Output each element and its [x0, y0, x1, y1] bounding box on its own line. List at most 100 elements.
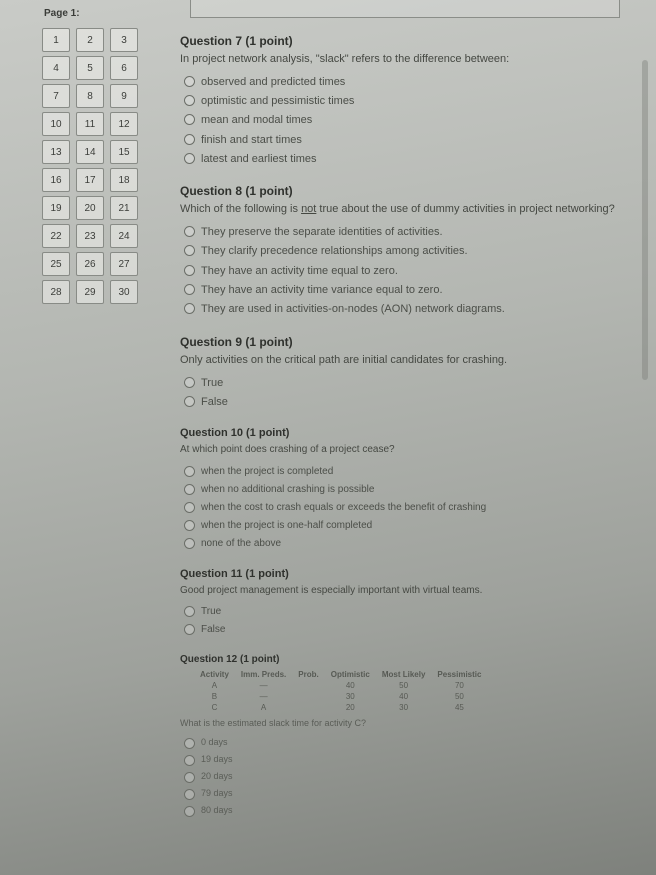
nav-cell-1[interactable]: 1: [42, 28, 70, 52]
nav-cell-15[interactable]: 15: [110, 140, 138, 164]
q8-option-0[interactable]: They preserve the separate identities of…: [184, 225, 620, 239]
q8-option-label-3: They have an activity time variance equa…: [201, 283, 443, 297]
nav-cell-12[interactable]: 12: [110, 112, 138, 136]
radio-icon: [184, 76, 195, 87]
q12-option-1[interactable]: 19 days: [184, 754, 620, 766]
q10-option-2[interactable]: when the cost to crash equals or exceeds…: [184, 501, 620, 514]
radio-icon: [184, 738, 195, 749]
q12-th: Activity: [194, 669, 235, 680]
q12-option-3[interactable]: 79 days: [184, 788, 620, 800]
q7-option-label-3: finish and start times: [201, 133, 302, 147]
nav-cell-16[interactable]: 16: [42, 168, 70, 192]
q9-prompt: Only activities on the critical path are…: [180, 353, 620, 368]
q11-option-label-0: True: [201, 605, 221, 618]
q10-option-4[interactable]: none of the above: [184, 537, 620, 550]
q10-option-0[interactable]: when the project is completed: [184, 465, 620, 478]
q8-post: true about the use of dummy activities i…: [316, 203, 614, 215]
nav-cell-17[interactable]: 17: [76, 168, 104, 192]
nav-cell-30[interactable]: 30: [110, 280, 138, 304]
radio-icon: [184, 806, 195, 817]
top-input[interactable]: [190, 0, 620, 18]
q7-option-4[interactable]: latest and earliest times: [184, 152, 620, 166]
nav-cell-29[interactable]: 29: [76, 280, 104, 304]
nav-cell-11[interactable]: 11: [76, 112, 104, 136]
nav-cell-6[interactable]: 6: [110, 56, 138, 80]
q12-th: Prob.: [292, 669, 324, 680]
q10-option-label-4: none of the above: [201, 537, 281, 550]
radio-icon: [184, 538, 195, 549]
radio-icon: [184, 303, 195, 314]
q11-option-label-1: False: [201, 623, 225, 636]
radio-icon: [184, 755, 195, 766]
q9-title: Question 9 (1 point): [180, 335, 620, 349]
q10-option-1[interactable]: when no additional crashing is possible: [184, 483, 620, 496]
q10-option-3[interactable]: when the project is one-half completed: [184, 519, 620, 532]
q7-option-0[interactable]: observed and predicted times: [184, 75, 620, 89]
q12-option-2[interactable]: 20 days: [184, 771, 620, 783]
question-12: Question 12 (1 point) ActivityImm. Preds…: [180, 654, 620, 817]
nav-cell-20[interactable]: 20: [76, 196, 104, 220]
q7-option-1[interactable]: optimistic and pessimistic times: [184, 94, 620, 108]
nav-cell-8[interactable]: 8: [76, 84, 104, 108]
nav-cell-2[interactable]: 2: [76, 28, 104, 52]
nav-cell-7[interactable]: 7: [42, 84, 70, 108]
nav-cell-21[interactable]: 21: [110, 196, 138, 220]
nav-cell-25[interactable]: 25: [42, 252, 70, 276]
q12-option-label-1: 19 days: [201, 754, 233, 766]
radio-icon: [184, 265, 195, 276]
q8-option-4[interactable]: They are used in activities-on-nodes (AO…: [184, 302, 620, 316]
nav-cell-23[interactable]: 23: [76, 224, 104, 248]
radio-icon: [184, 772, 195, 783]
q9-option-1[interactable]: False: [184, 395, 620, 409]
q7-option-label-4: latest and earliest times: [201, 152, 317, 166]
nav-cell-13[interactable]: 13: [42, 140, 70, 164]
q12-option-0[interactable]: 0 days: [184, 737, 620, 749]
q11-option-1[interactable]: False: [184, 623, 620, 636]
q10-title: Question 10 (1 point): [180, 427, 620, 439]
q12-option-label-4: 80 days: [201, 805, 233, 817]
radio-icon: [184, 95, 195, 106]
q7-option-3[interactable]: finish and start times: [184, 133, 620, 147]
q11-option-0[interactable]: True: [184, 605, 620, 618]
nav-cell-3[interactable]: 3: [110, 28, 138, 52]
nav-cell-14[interactable]: 14: [76, 140, 104, 164]
q12-option-label-2: 20 days: [201, 771, 233, 783]
nav-cell-27[interactable]: 27: [110, 252, 138, 276]
nav-cell-26[interactable]: 26: [76, 252, 104, 276]
scrollbar[interactable]: [642, 60, 648, 380]
q7-title: Question 7 (1 point): [180, 34, 620, 48]
q8-option-1[interactable]: They clarify precedence relationships am…: [184, 244, 620, 258]
nav-cell-10[interactable]: 10: [42, 112, 70, 136]
nav-cell-24[interactable]: 24: [110, 224, 138, 248]
q8-option-label-4: They are used in activities-on-nodes (AO…: [201, 302, 505, 316]
q9-option-0[interactable]: True: [184, 376, 620, 390]
q12-option-label-0: 0 days: [201, 737, 228, 749]
table-row: A—405070: [194, 680, 487, 691]
page-label: Page 1:: [44, 8, 80, 19]
nav-cell-18[interactable]: 18: [110, 168, 138, 192]
radio-icon: [184, 502, 195, 513]
question-7: Question 7 (1 point) In project network …: [180, 34, 620, 166]
q8-pre: Which of the following is: [180, 203, 301, 215]
q12-th: Optimistic: [325, 669, 376, 680]
nav-cell-9[interactable]: 9: [110, 84, 138, 108]
radio-icon: [184, 624, 195, 635]
q12-title: Question 12 (1 point): [180, 654, 620, 665]
q8-option-3[interactable]: They have an activity time variance equa…: [184, 283, 620, 297]
q12-option-4[interactable]: 80 days: [184, 805, 620, 817]
q8-option-2[interactable]: They have an activity time equal to zero…: [184, 264, 620, 278]
q10-prompt: At which point does crashing of a projec…: [180, 443, 620, 457]
nav-cell-4[interactable]: 4: [42, 56, 70, 80]
q10-option-label-2: when the cost to crash equals or exceeds…: [201, 501, 486, 514]
nav-cell-28[interactable]: 28: [42, 280, 70, 304]
radio-icon: [184, 484, 195, 495]
q12-th: Most Likely: [376, 669, 432, 680]
q9-option-label-1: False: [201, 395, 228, 409]
question-nav: 1234567891011121314151617181920212223242…: [42, 28, 152, 304]
table-row: B—304050: [194, 691, 487, 702]
q7-option-2[interactable]: mean and modal times: [184, 113, 620, 127]
nav-cell-19[interactable]: 19: [42, 196, 70, 220]
table-row: CA203045: [194, 702, 487, 713]
nav-cell-5[interactable]: 5: [76, 56, 104, 80]
nav-cell-22[interactable]: 22: [42, 224, 70, 248]
